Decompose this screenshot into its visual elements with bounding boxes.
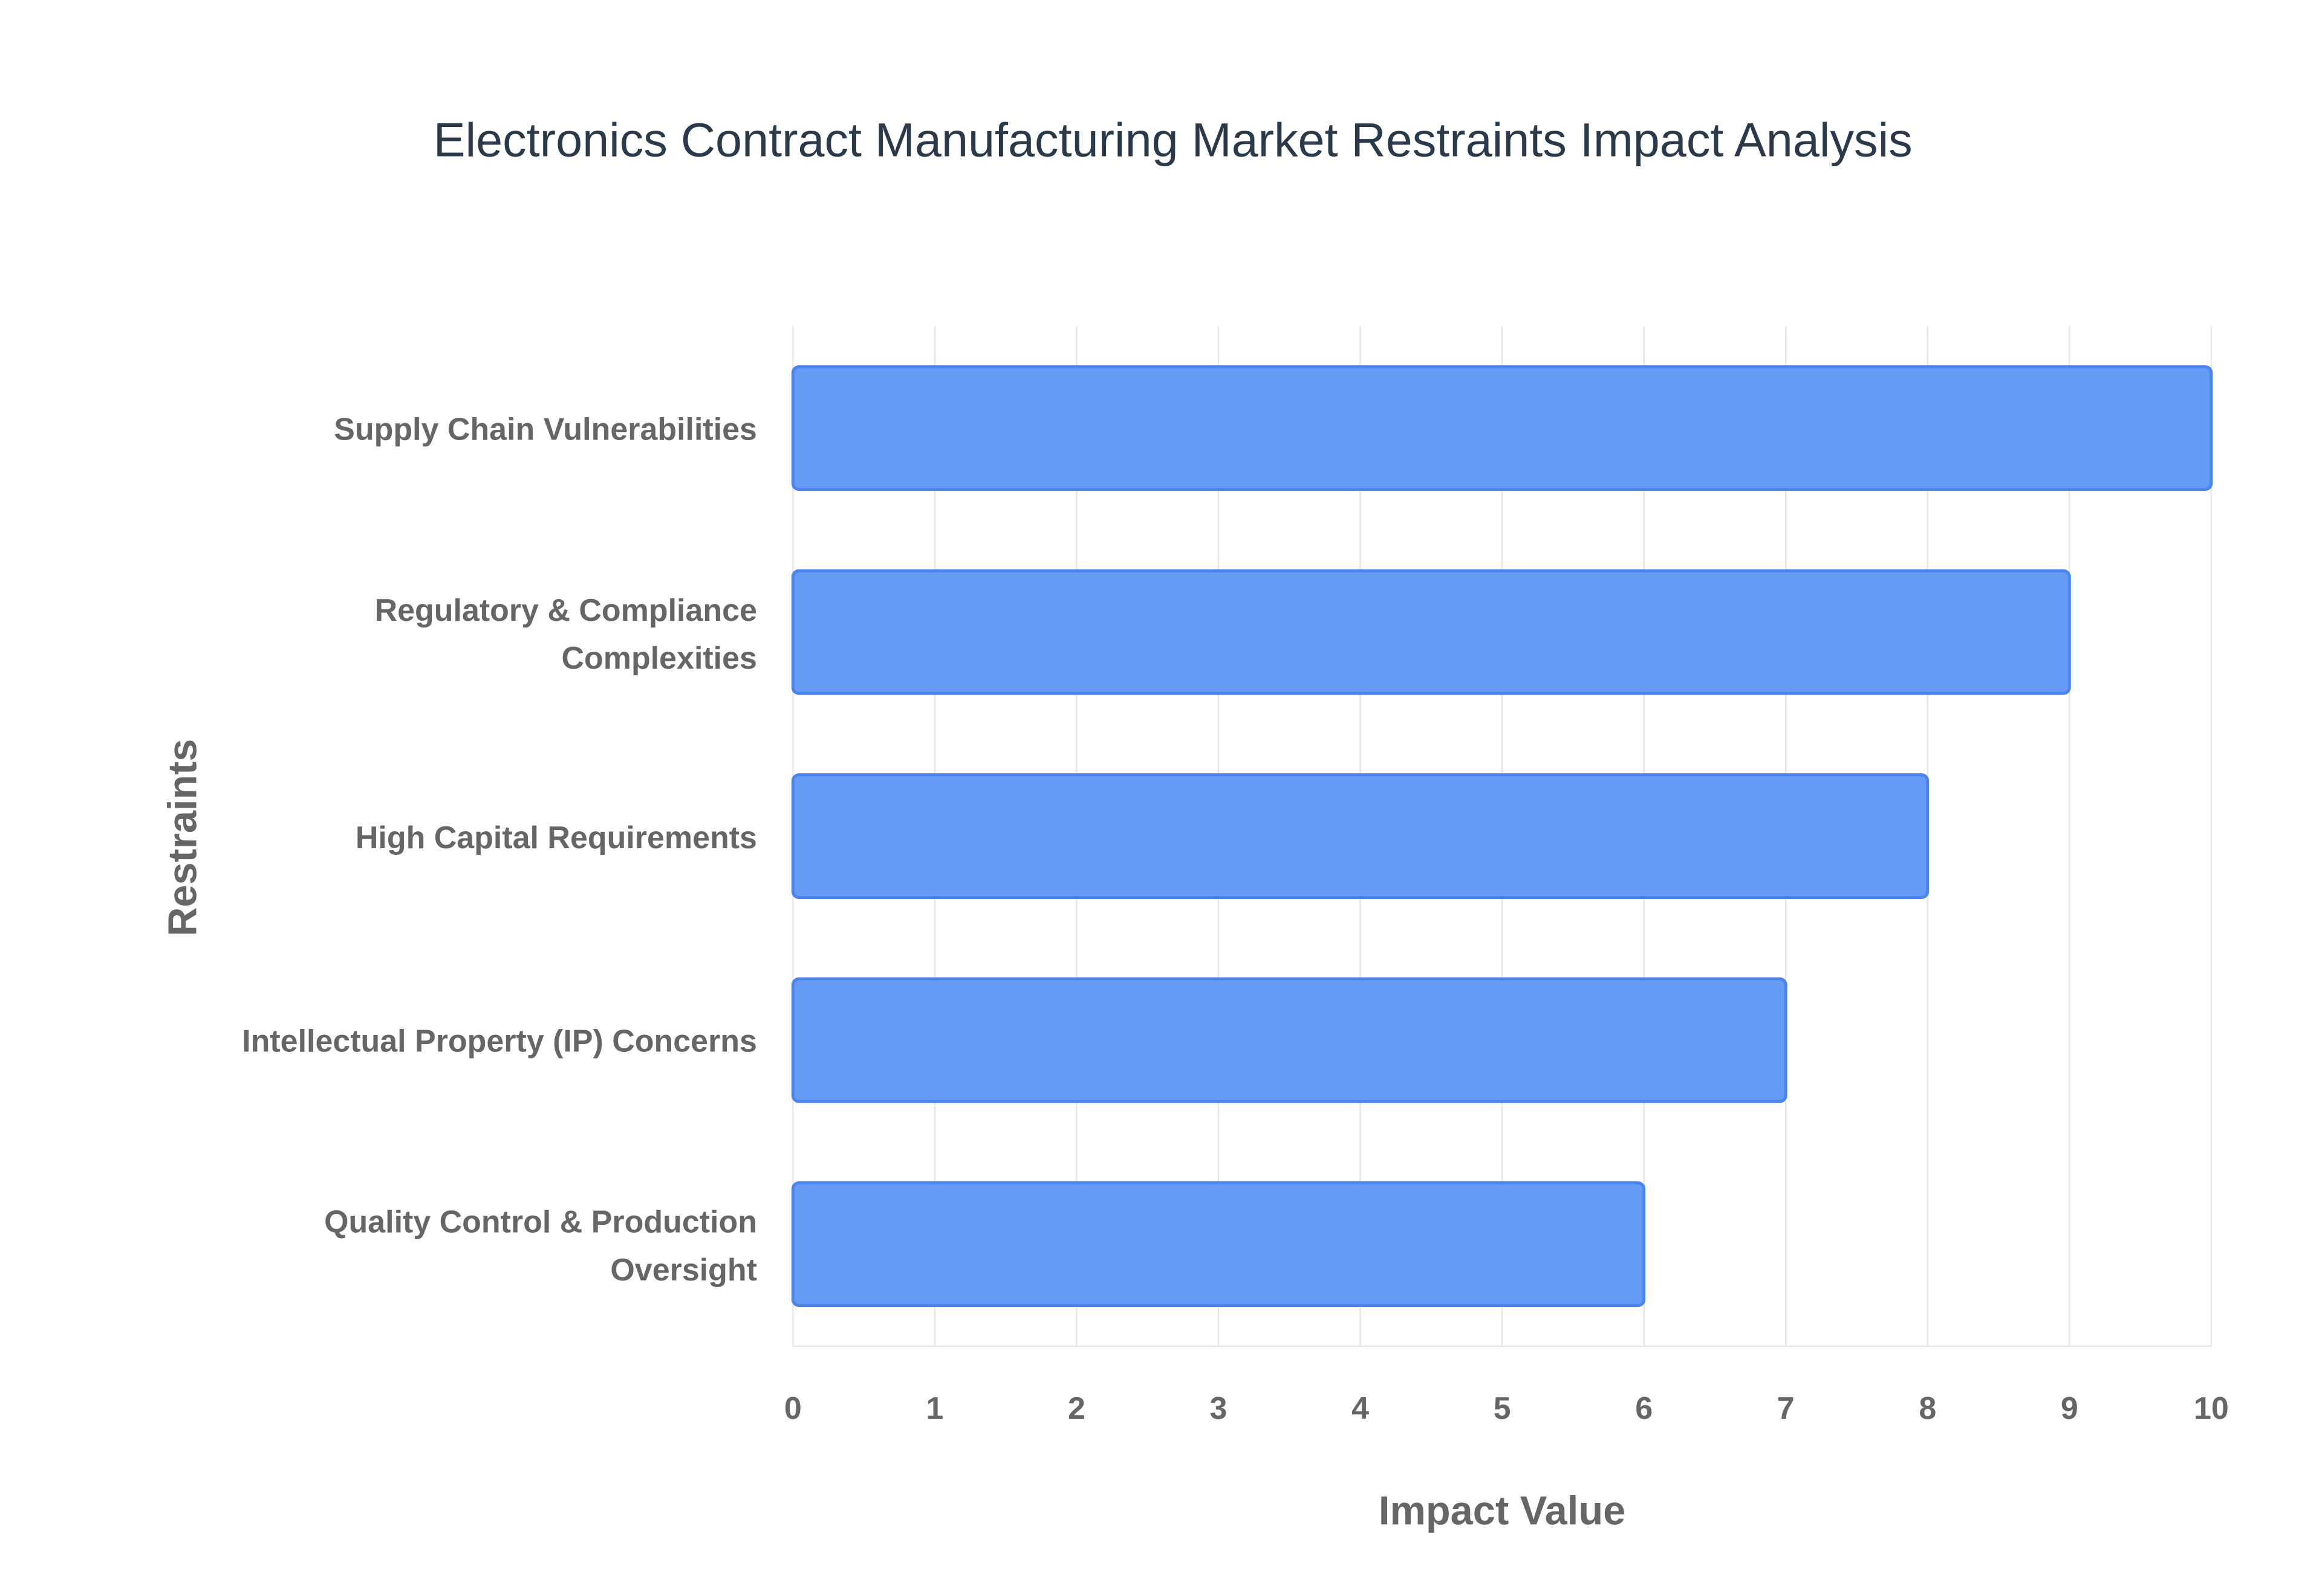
x-tick-label: 4 — [1351, 1391, 1369, 1426]
x-axis-title: Impact Value — [1379, 1489, 1625, 1534]
x-tick-label: 10 — [2194, 1391, 2229, 1426]
x-tick-label: 8 — [1919, 1391, 1936, 1426]
y-tick-label: Intellectual Property (IP) Concerns — [242, 1025, 757, 1060]
bar — [791, 569, 2071, 695]
bar — [791, 1181, 1646, 1307]
chart-title: Electronics Contract Manufacturing Marke… — [434, 112, 1913, 166]
y-axis-title: Restraints — [160, 739, 205, 936]
x-tick-label: 6 — [1635, 1391, 1653, 1426]
y-tick-label: High Capital Requirements — [355, 821, 757, 856]
x-tick-label: 9 — [2061, 1391, 2078, 1426]
bar — [791, 977, 1787, 1103]
x-tick-label: 5 — [1494, 1391, 1511, 1426]
x-tick-label: 0 — [784, 1391, 802, 1426]
x-tick-label: 1 — [926, 1391, 943, 1426]
y-tick-label: Quality Control & Production Oversight — [324, 1205, 757, 1288]
bar — [791, 773, 1930, 899]
x-tick-label: 2 — [1068, 1391, 1085, 1426]
x-tick-label: 7 — [1777, 1391, 1795, 1426]
y-tick-label: Supply Chain Vulnerabilities — [334, 413, 757, 448]
x-tick-label: 3 — [1210, 1391, 1228, 1426]
bar — [791, 365, 2213, 491]
y-tick-label: Regulatory & Compliance Complexities — [374, 593, 757, 676]
